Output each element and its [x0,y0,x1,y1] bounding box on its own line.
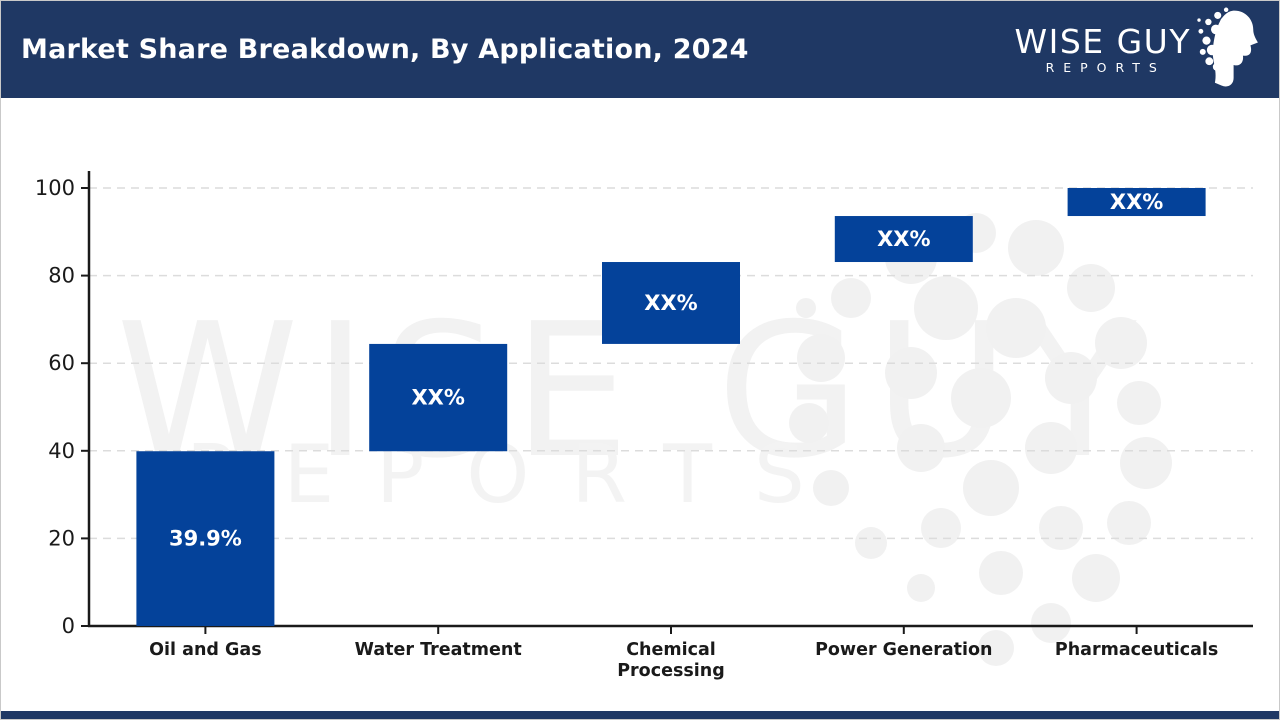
logo-name: WISE GUY [1014,21,1191,61]
y-tick-label: 60 [48,351,75,375]
y-tick-label: 0 [62,614,75,638]
waterfall-chart: 0 20 40 60 80 100 39.9% Oil and Gas XX% Water Tre… [35,171,1253,681]
x-category-label: Water Treatment [355,640,522,660]
bar-value-label: XX% [877,227,930,251]
header: Market Share Breakdown, By Application, … [1,1,1279,98]
footer-bar [1,711,1279,719]
bar-value-label: XX% [411,386,464,410]
y-tick-label: 100 [35,176,75,200]
bar-pharmaceuticals [1067,188,1206,217]
bar-value-label: XX% [644,291,697,315]
x-category-label: Power Generation [815,640,992,660]
x-category-label: Chemical Processing [617,640,725,681]
page-title: Market Share Breakdown, By Application, … [21,34,749,65]
x-category-label: Pharmaceuticals [1055,640,1218,660]
wiseguy-head-icon [1197,7,1258,86]
bar-chemical-processing [602,262,740,344]
y-tick-label: 20 [48,526,75,550]
bar-oil-and-gas [136,451,275,626]
wiseguy-logo: WISE GUY REPORTS [1014,7,1261,93]
chart-area: WISE GUY REPORTS [1,98,1279,719]
bar-value-label: XX% [1110,190,1163,214]
bar-water-treatment [369,343,508,452]
x-category-label: Oil and Gas [149,640,261,660]
bar-value-label: 39.9% [169,527,242,551]
logo-sub: REPORTS [1045,59,1166,75]
y-tick-label: 80 [48,264,75,288]
y-tick-label: 40 [48,439,75,463]
logo-text: WISE GUY REPORTS [1014,25,1191,75]
